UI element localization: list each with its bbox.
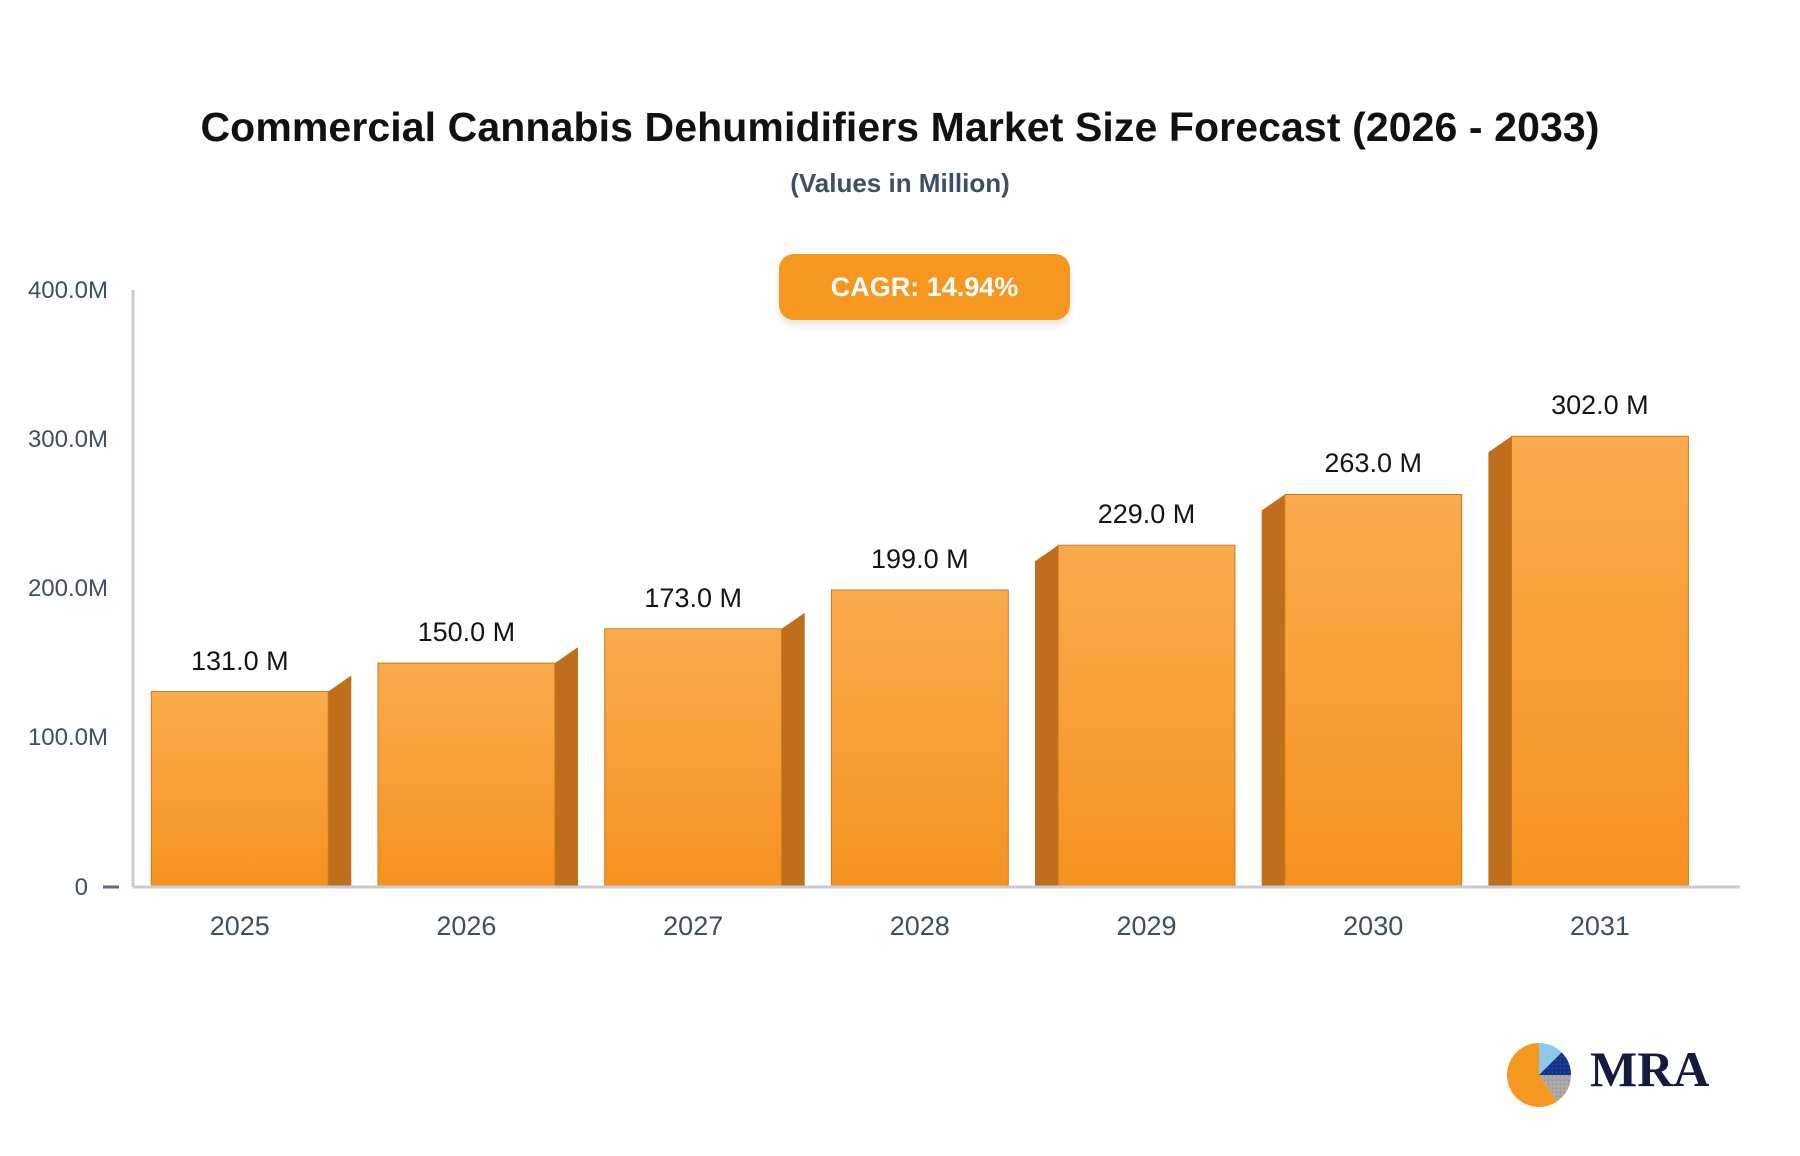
svg-text:100.0M: 100.0M — [28, 724, 108, 751]
svg-text:200.0M: 200.0M — [28, 575, 108, 602]
svg-text:173.0 M: 173.0 M — [644, 583, 742, 613]
svg-text:2026: 2026 — [436, 911, 496, 941]
svg-text:150.0 M: 150.0 M — [418, 617, 516, 647]
svg-text:2028: 2028 — [890, 911, 950, 941]
svg-text:229.0 M: 229.0 M — [1098, 499, 1196, 529]
svg-text:400.0M: 400.0M — [28, 277, 108, 304]
svg-text:2025: 2025 — [210, 911, 270, 941]
svg-text:2027: 2027 — [663, 911, 723, 941]
svg-text:199.0 M: 199.0 M — [871, 544, 969, 574]
svg-text:2029: 2029 — [1116, 911, 1176, 941]
svg-text:2030: 2030 — [1343, 911, 1403, 941]
svg-text:300.0M: 300.0M — [28, 426, 108, 453]
svg-text:263.0 M: 263.0 M — [1324, 448, 1422, 478]
svg-text:2031: 2031 — [1570, 911, 1630, 941]
svg-text:0: 0 — [75, 874, 88, 901]
svg-text:302.0 M: 302.0 M — [1551, 390, 1649, 420]
svg-text:131.0 M: 131.0 M — [191, 646, 289, 676]
